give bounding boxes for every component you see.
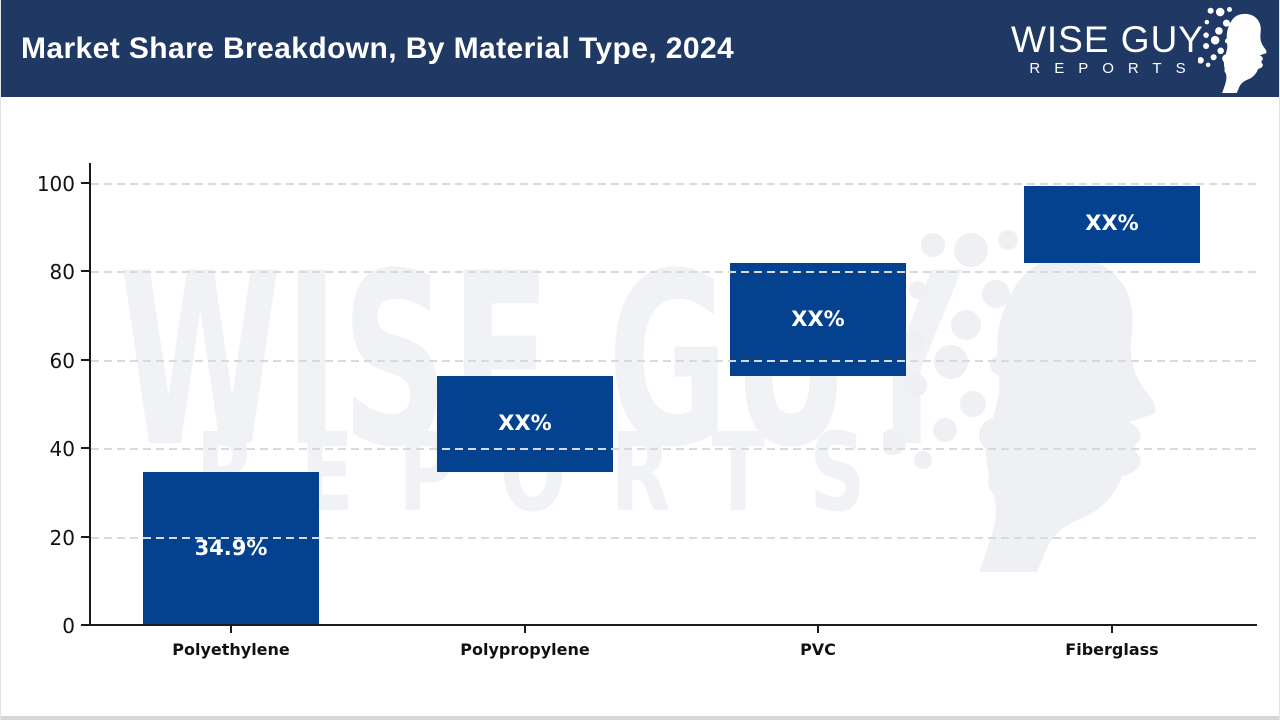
y-tick-mark-60 [81, 358, 89, 361]
logo-wordmark-line2: REPORTS [1029, 60, 1200, 78]
y-tick-label-20: 20 [49, 525, 75, 550]
y-tick-label-100: 100 [36, 172, 75, 196]
x-tick-mark-polypropylene [524, 626, 526, 633]
y-tick-label-0: 0 [62, 614, 75, 638]
x-tick-mark-pvc [817, 626, 819, 633]
y-tick-mark-0 [81, 624, 89, 626]
category-label-pvc: PVC [800, 640, 836, 659]
x-tick-mark-fiberglass [1111, 626, 1113, 633]
y-tick-label-60: 60 [49, 348, 75, 373]
bar-value-label-polyethylene: 34.9% [194, 535, 268, 560]
gridline-100 [91, 183, 1257, 185]
y-tick-label-80: 80 [49, 260, 75, 285]
brand-logo: WISE GUY REPORTS [1011, 3, 1271, 95]
logo-wordmark-line1: WISE GUY [1010, 18, 1204, 60]
header-bar: Market Share Breakdown, By Material Type… [1, 0, 1279, 97]
bar-fiberglass [1024, 185, 1200, 264]
x-tick-mark-polyethylene [230, 626, 232, 633]
gridline-20 [91, 536, 1257, 539]
bar-polyethylene [143, 471, 319, 626]
page-title: Market Share Breakdown, By Material Type… [21, 31, 735, 65]
watermark-head-profile-icon [883, 230, 1156, 572]
gridline-60 [91, 359, 1257, 362]
logo-head-profile-icon [1198, 7, 1267, 93]
category-label-polyethylene: Polyethylene [172, 640, 290, 659]
category-label-polypropylene: Polypropylene [460, 640, 590, 659]
bar-polypropylene [437, 376, 613, 472]
y-tick-mark-40 [81, 447, 89, 450]
y-tick-label-40: 40 [49, 437, 75, 462]
category-label-fiberglass: Fiberglass [1065, 640, 1159, 659]
bar-value-label-polypropylene: XX% [498, 411, 552, 435]
logo-wordmark: WISE GUY REPORTS [1010, 18, 1204, 78]
y-tick-mark-100 [81, 182, 89, 184]
footer-strip [1, 716, 1279, 720]
gridline-40 [91, 448, 1257, 451]
bar-pvc [730, 263, 906, 377]
bar-value-label-fiberglass: XX% [1085, 211, 1139, 236]
y-axis-line [89, 163, 91, 626]
y-tick-mark-80 [81, 270, 89, 273]
bar-value-label-pvc: XX% [791, 306, 845, 331]
x-axis-line [89, 624, 1257, 626]
y-tick-mark-20 [81, 535, 89, 538]
gridline-80 [91, 271, 1257, 274]
